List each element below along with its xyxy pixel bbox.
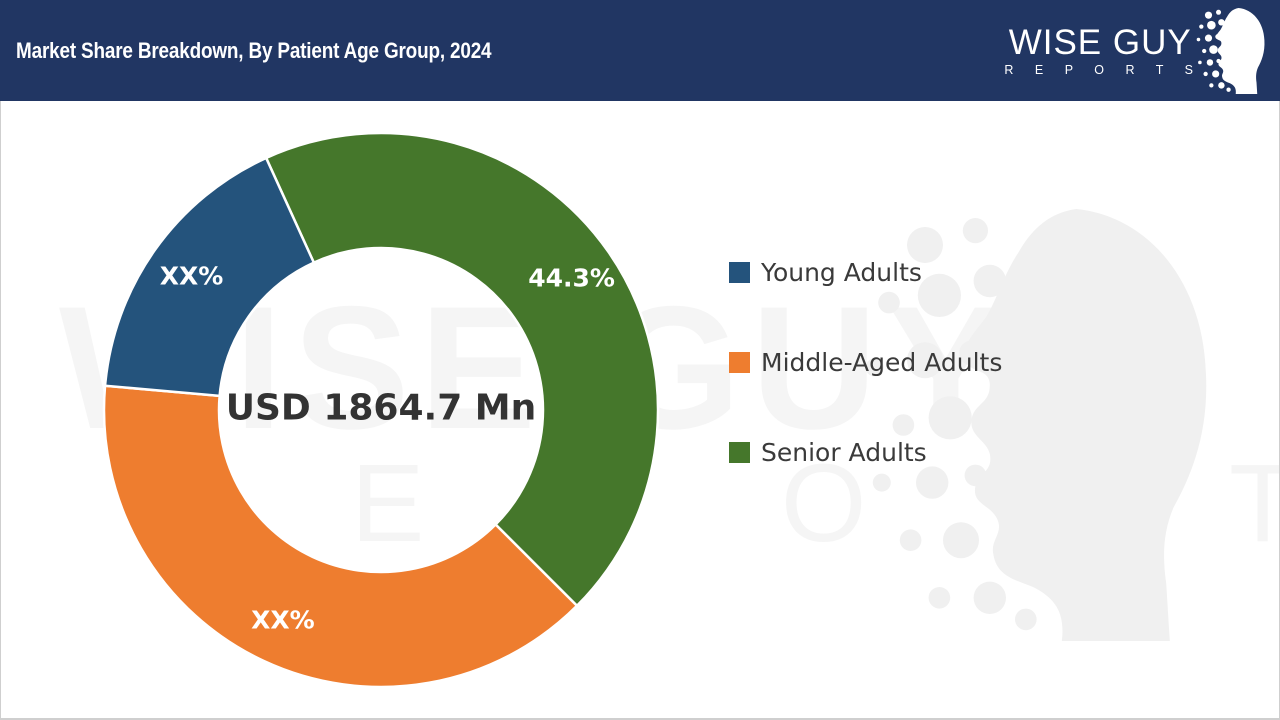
legend-label: Middle-Aged Adults — [761, 347, 1003, 377]
header-bar: Market Share Breakdown, By Patient Age G… — [0, 0, 1280, 101]
legend-item-senior-adults[interactable]: Senior Adults — [729, 437, 1002, 467]
donut-slice-senior-adults[interactable] — [264, 131, 660, 608]
donut-chart[interactable] — [1, 101, 1280, 720]
chart-center-value: USD 1864.7 Mn — [225, 387, 537, 429]
legend-swatch-senior-adults — [729, 441, 750, 463]
logo-wordmark: WISE GUY — [1008, 23, 1192, 62]
legend-item-middle-aged-adults[interactable]: Middle-Aged Adults — [729, 347, 1002, 377]
legend-label: Young Adults — [761, 257, 922, 287]
logo-face-icon — [1196, 8, 1265, 94]
page-title: Market Share Breakdown, By Patient Age G… — [16, 37, 492, 63]
legend-item-young-adults[interactable]: Young Adults — [729, 257, 1002, 287]
legend-label: Senior Adults — [761, 437, 927, 467]
brand-logo-text: WISE GUY R E P O R T S — [998, 25, 1202, 77]
logo-subtitle: R E P O R T S — [1004, 63, 1202, 77]
legend: Young Adults Middle-Aged Adults Senior A… — [729, 257, 1002, 527]
chart-panel: WISE GUY R E P O R T S 44.3%XX%XX% USD 1… — [0, 101, 1280, 720]
donut-slice-young-adults[interactable] — [103, 156, 316, 398]
donut-slice-middle-aged-adults[interactable] — [102, 384, 579, 689]
legend-swatch-young-adults — [729, 261, 750, 283]
legend-swatch-middle-aged-adults — [729, 351, 750, 373]
brand-logo: WISE GUY R E P O R T S — [998, 8, 1266, 94]
